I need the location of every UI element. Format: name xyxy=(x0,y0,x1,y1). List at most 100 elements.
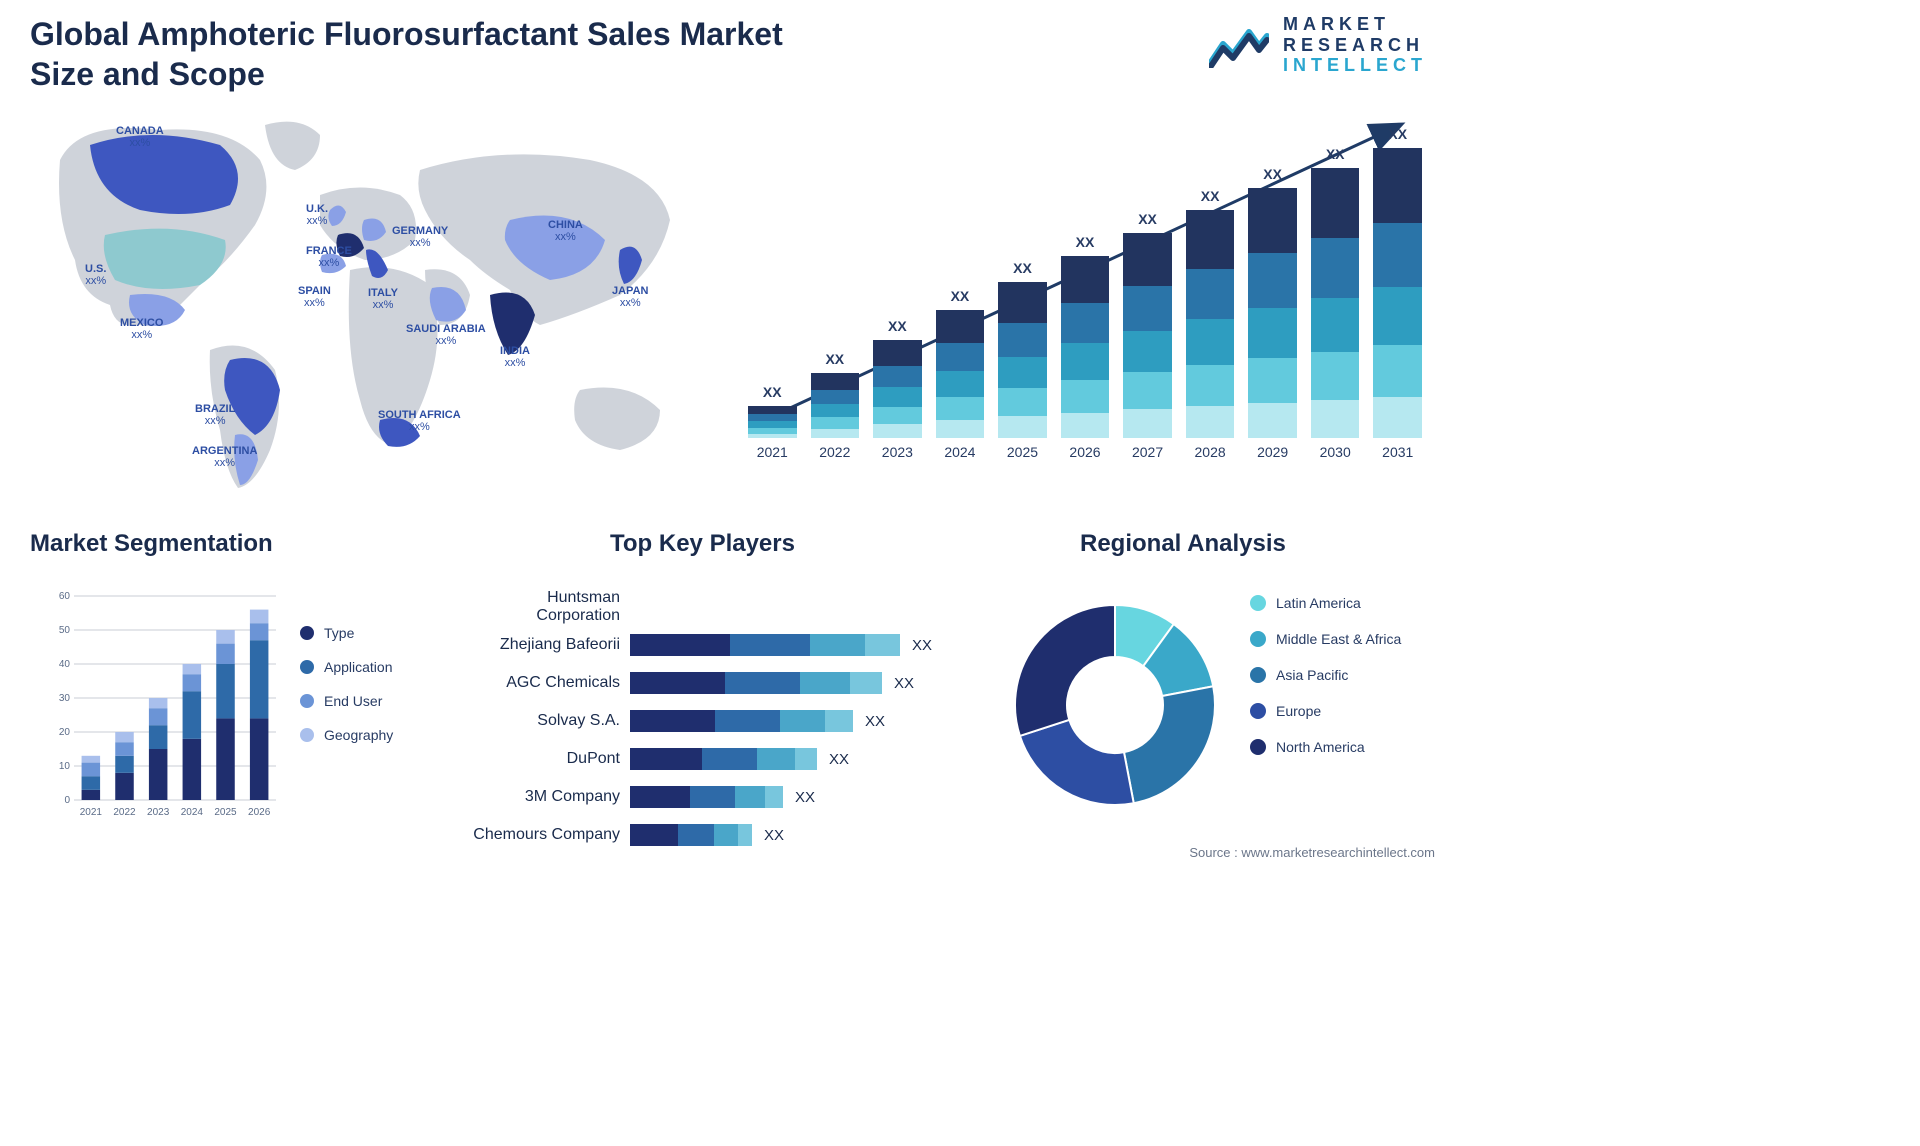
bar-value-label: XX xyxy=(1076,234,1095,250)
region-legend-item: North America xyxy=(1250,739,1401,755)
player-row: Huntsman Corporation xyxy=(460,588,980,626)
map-label-mexico: MEXICOxx% xyxy=(120,318,163,341)
key-players-chart: Huntsman CorporationZhejiang BafeoriiXXA… xyxy=(460,560,980,860)
bar-value-label: XX xyxy=(951,288,970,304)
map-country-u-s- xyxy=(104,229,226,289)
seg-bar-segment xyxy=(250,640,269,718)
player-value: XX xyxy=(865,713,885,730)
market-size-bar-2031: XX2031 xyxy=(1373,126,1422,460)
legend-label: Type xyxy=(324,625,354,641)
bar-segment xyxy=(1186,365,1235,406)
legend-swatch-icon xyxy=(1250,667,1266,683)
player-bar-segment xyxy=(795,748,817,770)
player-row: AGC ChemicalsXX xyxy=(460,664,980,702)
player-value: XX xyxy=(912,637,932,654)
map-label-canada: CANADAxx% xyxy=(116,126,164,149)
bar-segment xyxy=(1311,400,1360,438)
seg-bar-segment xyxy=(115,773,134,800)
player-bar xyxy=(630,634,900,656)
regional-analysis-chart: Latin AmericaMiddle East & AfricaAsia Pa… xyxy=(1000,555,1440,855)
bar-year-label: 2028 xyxy=(1195,444,1226,460)
bar-value-label: XX xyxy=(888,318,907,334)
player-bar-segment xyxy=(800,672,850,694)
market-size-bar-2028: XX2028 xyxy=(1186,188,1235,460)
legend-swatch-icon xyxy=(1250,631,1266,647)
bar-segment xyxy=(748,414,797,421)
market-size-bar-2027: XX2027 xyxy=(1123,211,1172,460)
bar-segment xyxy=(1311,238,1360,297)
player-bar-segment xyxy=(690,786,735,808)
player-name: Huntsman Corporation xyxy=(460,589,630,625)
bar-segment xyxy=(1186,210,1235,269)
bar-segment xyxy=(748,406,797,414)
player-name: Solvay S.A. xyxy=(460,712,630,730)
seg-bar-segment xyxy=(115,732,134,742)
seg-bar-segment xyxy=(149,708,168,725)
bar-segment xyxy=(1248,188,1297,253)
regions-title: Regional Analysis xyxy=(1080,530,1286,558)
bar-segment xyxy=(1123,372,1172,409)
player-bar-segment xyxy=(780,710,825,732)
player-bar xyxy=(630,786,783,808)
region-legend-item: Asia Pacific xyxy=(1250,667,1401,683)
seg-bar-segment xyxy=(149,749,168,800)
bar-segment xyxy=(1186,406,1235,438)
svg-text:2021: 2021 xyxy=(80,807,103,818)
player-bar-segment xyxy=(765,786,783,808)
bar-segment xyxy=(1061,380,1110,413)
player-value: XX xyxy=(795,789,815,806)
legend-label: Application xyxy=(324,659,393,675)
segmentation-chart: 0102030405060202120222023202420252026 Ty… xyxy=(20,570,440,850)
seg-bar-segment xyxy=(82,756,101,763)
bar-year-label: 2027 xyxy=(1132,444,1163,460)
bar-year-label: 2025 xyxy=(1007,444,1038,460)
bar-segment xyxy=(936,420,985,438)
bar-segment xyxy=(873,340,922,365)
bar-segment xyxy=(1373,148,1422,223)
map-label-france: FRANCExx% xyxy=(306,246,352,269)
legend-label: Latin America xyxy=(1276,595,1361,611)
player-bar xyxy=(630,824,752,846)
bar-value-label: XX xyxy=(763,384,782,400)
legend-label: Asia Pacific xyxy=(1276,667,1348,683)
bar-year-label: 2022 xyxy=(819,444,850,460)
bar-segment xyxy=(811,404,860,417)
svg-text:60: 60 xyxy=(59,591,71,602)
market-size-bar-2026: XX2026 xyxy=(1061,234,1110,460)
players-title: Top Key Players xyxy=(610,530,795,558)
player-bar-segment xyxy=(825,710,853,732)
bar-segment xyxy=(873,366,922,388)
player-name: Chemours Company xyxy=(460,826,630,844)
map-label-saudi-arabia: SAUDI ARABIAxx% xyxy=(406,324,486,347)
bar-segment xyxy=(936,310,985,343)
donut-slice xyxy=(1124,686,1215,803)
svg-text:2022: 2022 xyxy=(113,807,136,818)
bar-segment xyxy=(936,397,985,420)
seg-legend-item: Application xyxy=(300,659,393,675)
legend-swatch-icon xyxy=(1250,739,1266,755)
player-bar xyxy=(630,672,882,694)
legend-swatch-icon xyxy=(300,728,314,742)
seg-bar-segment xyxy=(183,691,202,739)
market-size-bar-2021: XX2021 xyxy=(748,384,797,460)
bar-segment xyxy=(998,323,1047,357)
legend-swatch-icon xyxy=(1250,703,1266,719)
player-value: XX xyxy=(829,751,849,768)
bar-segment xyxy=(1123,286,1172,331)
map-label-italy: ITALYxx% xyxy=(368,288,398,311)
player-bar-segment xyxy=(678,824,714,846)
map-label-spain: SPAINxx% xyxy=(298,286,331,309)
region-legend: Latin AmericaMiddle East & AfricaAsia Pa… xyxy=(1250,595,1401,755)
seg-bar-segment xyxy=(115,756,134,773)
bar-segment xyxy=(873,407,922,425)
seg-bar-segment xyxy=(183,739,202,800)
legend-label: Geography xyxy=(324,727,393,743)
player-row: Chemours CompanyXX xyxy=(460,816,980,854)
market-size-bar-2022: XX2022 xyxy=(811,351,860,460)
seg-bar-segment xyxy=(82,763,101,777)
svg-text:2025: 2025 xyxy=(214,807,237,818)
player-name: AGC Chemicals xyxy=(460,674,630,692)
seg-legend-item: End User xyxy=(300,693,393,709)
bar-segment xyxy=(748,434,797,438)
map-label-brazil: BRAZILxx% xyxy=(195,404,235,427)
